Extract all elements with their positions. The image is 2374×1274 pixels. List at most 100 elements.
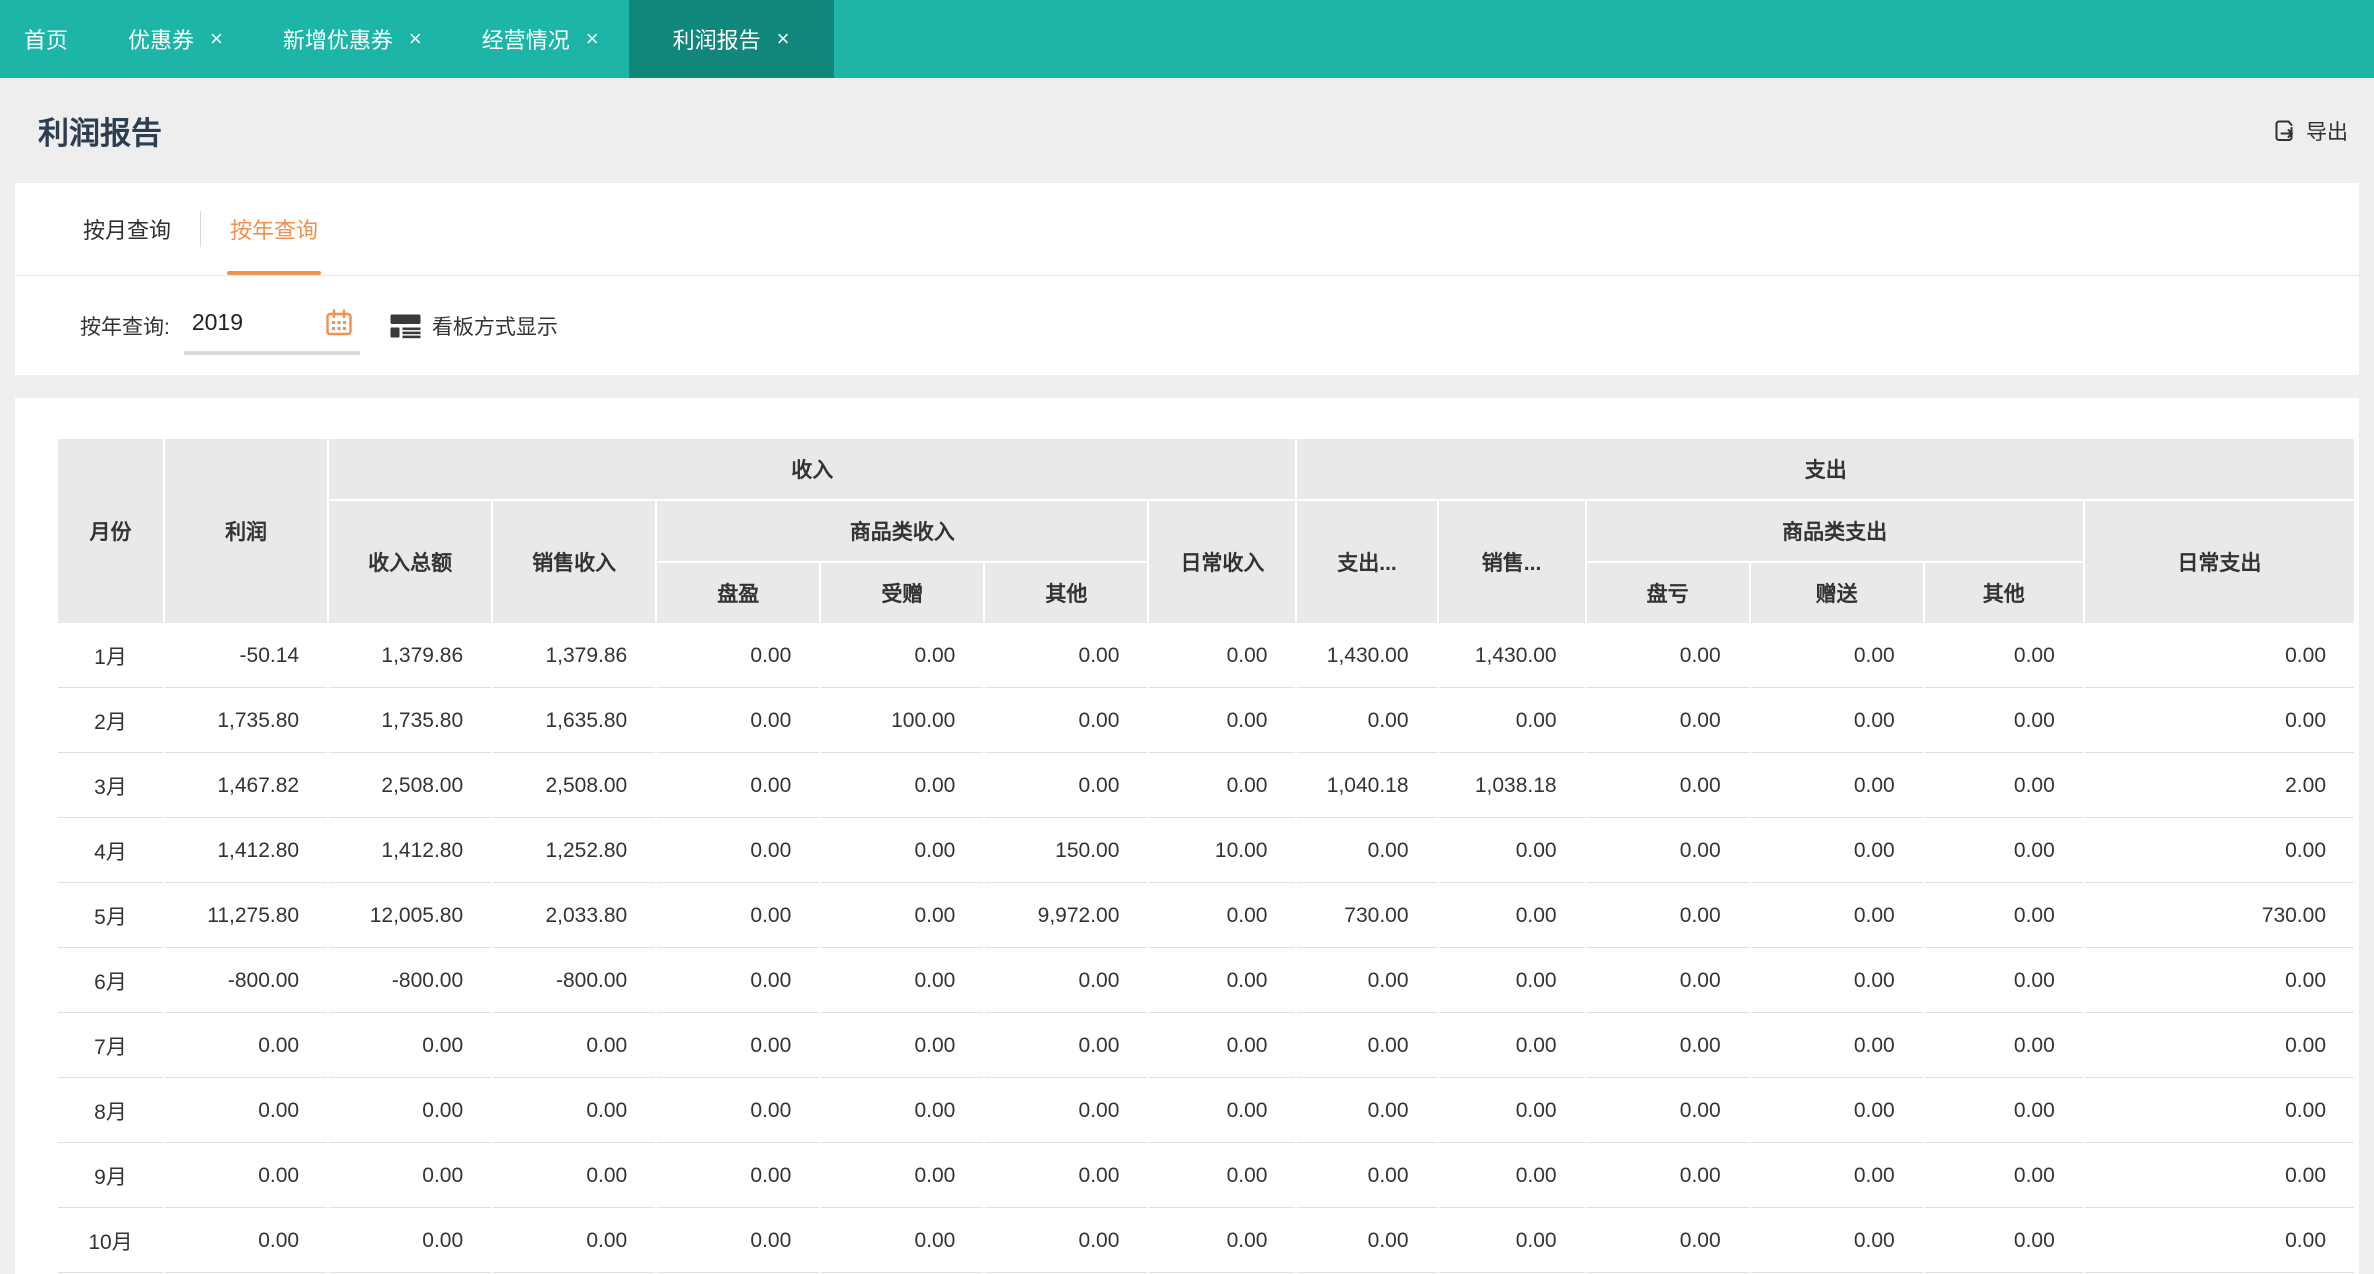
cell-value: 0.00	[1924, 1210, 2083, 1273]
tab-close-icon[interactable]: ×	[210, 26, 223, 51]
col-header-expense-other: 其他	[1924, 563, 2083, 623]
tab-item[interactable]: 优惠券 ×	[98, 0, 253, 78]
export-button[interactable]: 导出	[2271, 116, 2348, 146]
export-icon	[2275, 120, 2293, 141]
col-group-income: 收入	[329, 439, 1296, 499]
cell-value: 0.00	[1438, 950, 1585, 1013]
cell-month: 3月	[58, 755, 164, 818]
cell-month: 1月	[58, 625, 164, 688]
cell-value: 0.00	[2084, 1080, 2354, 1143]
cell-value: 1,430.00	[1438, 625, 1585, 688]
cell-value: 1,379.86	[329, 625, 492, 688]
year-input[interactable]: 2019	[183, 297, 360, 355]
col-header-deficit: 盘亏	[1586, 563, 1749, 623]
cell-value: 100.00	[821, 690, 984, 753]
cell-value: 0.00	[1750, 885, 1923, 948]
tab-close-icon[interactable]: ×	[408, 26, 422, 51]
cell-value: 0.00	[2084, 1015, 2354, 1078]
query-tab-month[interactable]: 按月查询	[83, 218, 172, 243]
cell-value: 0.00	[2084, 690, 2354, 753]
cell-value: 0.00	[821, 950, 984, 1013]
col-group-goods-income: 商品类收入	[657, 501, 1148, 561]
cell-value: 0.00	[1586, 1145, 1749, 1208]
cell-value: 0.00	[1149, 625, 1296, 688]
query-tab-year[interactable]: 按年查询	[227, 183, 322, 275]
tab-label: 新增优惠券	[282, 28, 393, 53]
report-panel: 月份 利润 收入 支出 收入总额 销售收入 商品类收入 日常收入 支出... 销…	[15, 398, 2359, 1274]
board-view-toggle[interactable]: 看板方式显示	[390, 311, 558, 341]
cell-value: 0.00	[821, 1080, 984, 1143]
col-header-income-total: 收入总额	[329, 501, 492, 623]
col-group-expense: 支出	[1297, 439, 2354, 499]
cell-value: 0.00	[2084, 1210, 2354, 1273]
cell-value: 0.00	[1149, 755, 1296, 818]
cell-value: 0.00	[165, 1210, 328, 1273]
cell-value: 0.00	[1149, 885, 1296, 948]
cell-value: 0.00	[1438, 690, 1585, 753]
cell-value: 0.00	[1149, 1015, 1296, 1078]
tab-item[interactable]: 首页	[0, 0, 98, 78]
cell-value: 0.00	[821, 625, 984, 688]
tab-label: 优惠券	[128, 28, 195, 53]
board-view-icon	[390, 314, 421, 338]
cell-month: 8月	[58, 1080, 164, 1143]
tab-item[interactable]: 利润报告 ×	[628, 0, 834, 78]
col-group-goods-expense: 商品类支出	[1586, 501, 2083, 561]
cell-value: 12,005.80	[329, 885, 492, 948]
cell-value: 0.00	[1924, 625, 2083, 688]
cell-value: 0.00	[2084, 625, 2354, 688]
cell-value: 0.00	[1586, 1080, 1749, 1143]
cell-value: 730.00	[1297, 885, 1437, 948]
cell-value: 0.00	[657, 950, 820, 1013]
cell-value: 0.00	[329, 1145, 492, 1208]
col-header-daily-income: 日常收入	[1149, 501, 1296, 623]
cell-value: 2,508.00	[329, 755, 492, 818]
cell-value: 1,412.80	[329, 820, 492, 883]
calendar-icon[interactable]	[324, 308, 354, 338]
cell-month: 4月	[58, 820, 164, 883]
cell-value: 0.00	[1149, 1080, 1296, 1143]
cell-value: 2,508.00	[493, 755, 656, 818]
profit-report-table: 月份 利润 收入 支出 收入总额 销售收入 商品类收入 日常收入 支出... 销…	[56, 437, 2356, 1274]
cell-month: 6月	[58, 950, 164, 1013]
cell-value: 0.00	[2084, 820, 2354, 883]
tab-item[interactable]: 新增优惠券 ×	[253, 0, 452, 78]
table-row: 6月 -800.00 -800.00 -800.00 0.00 0.00 0.00 0.00 0…	[58, 950, 2354, 1013]
col-header-income-other: 其他	[985, 563, 1148, 623]
table-row: 7月 0.00 0.00 0.00 0.00 0.00 0.00 0.00 0.00 0.00 0.…	[58, 1015, 2354, 1078]
page-header: 利润报告 导出	[0, 78, 2374, 183]
cell-value: 0.00	[1586, 820, 1749, 883]
tab-close-icon[interactable]: ×	[585, 26, 599, 51]
cell-value: 0.00	[1750, 1015, 1923, 1078]
cell-value: 0.00	[1924, 1080, 2083, 1143]
cell-month: 10月	[58, 1210, 164, 1273]
cell-value: -800.00	[329, 950, 492, 1013]
cell-value: -800.00	[493, 950, 656, 1013]
cell-value: 1,252.80	[493, 820, 656, 883]
cell-value: 0.00	[1297, 690, 1437, 753]
tab-label: 利润报告	[672, 28, 761, 53]
cell-value: 2.00	[2084, 755, 2354, 818]
tab-item[interactable]: 经营情况 ×	[452, 0, 629, 78]
cell-value: 0.00	[1586, 625, 1749, 688]
tab-label: 经营情况	[481, 28, 570, 53]
cell-value: 0.00	[1297, 1080, 1437, 1143]
cell-value: 0.00	[821, 885, 984, 948]
page-title: 利润报告	[38, 116, 162, 151]
cell-value: 1,379.86	[493, 625, 656, 688]
cell-value: 0.00	[985, 1145, 1148, 1208]
tab-close-icon[interactable]: ×	[776, 26, 790, 51]
cell-value: 0.00	[1924, 690, 2083, 753]
cell-value: 0.00	[1438, 820, 1585, 883]
cell-value: 0.00	[821, 820, 984, 883]
cell-value: 0.00	[1924, 1145, 2083, 1208]
cell-value: 0.00	[1297, 950, 1437, 1013]
cell-month: 7月	[58, 1015, 164, 1078]
cell-value: 2,033.80	[493, 885, 656, 948]
cell-value: 0.00	[1149, 1145, 1296, 1208]
cell-value: 0.00	[657, 755, 820, 818]
cell-value: 1,635.80	[493, 690, 656, 753]
cell-value: 0.00	[657, 1015, 820, 1078]
cell-value: 0.00	[2084, 950, 2354, 1013]
cell-value: 0.00	[1438, 1015, 1585, 1078]
